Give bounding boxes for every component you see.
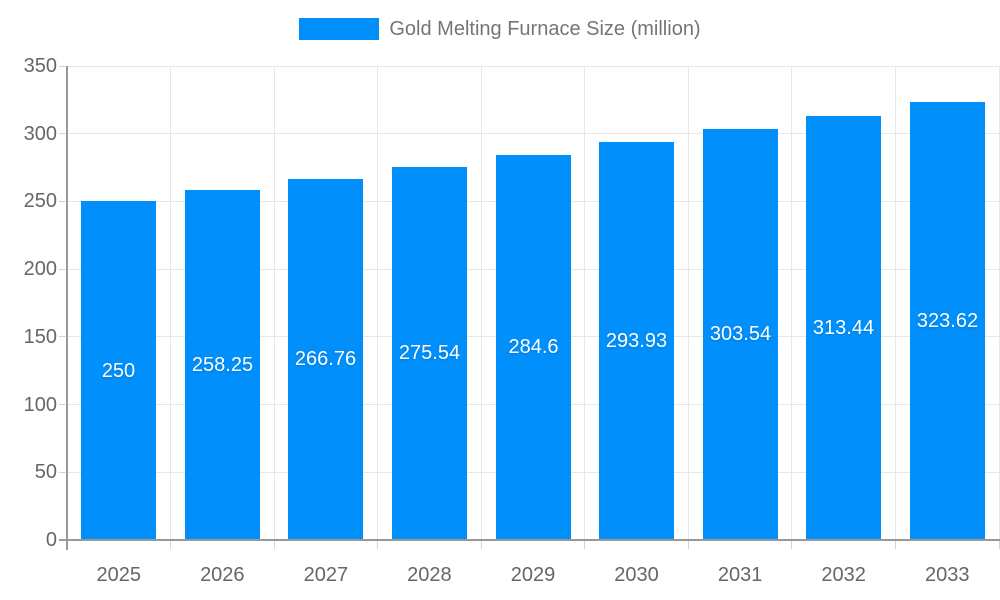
y-axis-label: 350 (23, 55, 57, 77)
x-axis-label: 2033 (924, 564, 970, 586)
bar-data-label: 293.93 (605, 329, 668, 352)
x-axis-label: 2031 (717, 564, 763, 586)
x-axis-label: 2027 (303, 564, 349, 586)
y-axis-line (66, 66, 68, 550)
y-axis-label: 50 (34, 461, 57, 484)
x-axis-label: 2028 (407, 564, 452, 586)
x-axis-tick (894, 540, 896, 549)
y-axis-tick (59, 268, 67, 270)
x-axis-tick (998, 540, 1000, 549)
x-gridline (687, 66, 689, 540)
bar[interactable]: 313.44 (806, 115, 881, 540)
bar-data-label: 258.25 (191, 354, 254, 377)
x-axis-label: 2030 (614, 564, 659, 586)
y-gridline (67, 133, 999, 135)
x-axis-label: 2029 (510, 564, 556, 586)
bar-data-label: 275.54 (398, 342, 461, 365)
bar-data-label: 303.54 (709, 323, 772, 346)
y-axis-label: 0 (45, 529, 57, 551)
x-axis-tick (687, 540, 689, 549)
x-axis-tick (584, 540, 586, 549)
x-axis-tick (170, 540, 172, 549)
x-gridline (170, 66, 172, 540)
bar-data-label: 323.62 (916, 309, 979, 332)
bar[interactable]: 275.54 (392, 166, 467, 540)
bar[interactable]: 293.93 (599, 141, 674, 540)
bar[interactable]: 303.54 (703, 128, 778, 540)
x-gridline (998, 66, 1000, 540)
x-axis-line (59, 539, 1000, 541)
bar[interactable]: 323.62 (910, 101, 985, 540)
bar[interactable]: 250 (81, 201, 156, 540)
bar-data-label: 250 (101, 359, 136, 382)
y-axis-tick (59, 200, 67, 202)
y-axis-tick (59, 471, 67, 473)
bar[interactable]: 284.6 (496, 154, 571, 540)
bar[interactable]: 258.25 (185, 190, 260, 540)
x-gridline (791, 66, 793, 540)
x-axis-tick (480, 540, 482, 549)
bar[interactable]: 266.76 (288, 178, 363, 540)
y-axis-label: 200 (23, 258, 57, 281)
y-axis-label: 250 (23, 190, 57, 213)
y-axis-label: 100 (23, 393, 57, 416)
x-gridline (377, 66, 379, 540)
legend-label[interactable]: Gold Melting Furnace Size (million) (389, 18, 701, 40)
y-axis-tick (59, 336, 67, 338)
bar-data-label: 266.76 (294, 348, 357, 371)
x-axis-tick (377, 540, 379, 549)
x-gridline (584, 66, 586, 540)
y-axis-tick (59, 133, 67, 135)
legend-marker-swatch[interactable] (299, 18, 380, 40)
y-axis-label: 300 (23, 122, 57, 145)
legend[interactable]: Gold Melting Furnace Size (million) (0, 18, 1000, 40)
y-gridline (67, 65, 999, 67)
y-axis-label: 150 (23, 325, 57, 348)
bar-data-label: 313.44 (812, 316, 875, 339)
bar-data-label: 284.6 (508, 336, 559, 359)
x-gridline (480, 66, 482, 540)
x-axis-label: 2032 (821, 564, 866, 586)
x-gridline (894, 66, 896, 540)
y-axis-tick (59, 65, 67, 67)
x-gridline (273, 66, 275, 540)
y-axis-tick (59, 404, 67, 406)
x-axis-label: 2025 (96, 564, 142, 586)
x-axis-tick (791, 540, 793, 549)
x-axis-label: 2026 (200, 564, 245, 586)
x-axis-tick (273, 540, 275, 549)
